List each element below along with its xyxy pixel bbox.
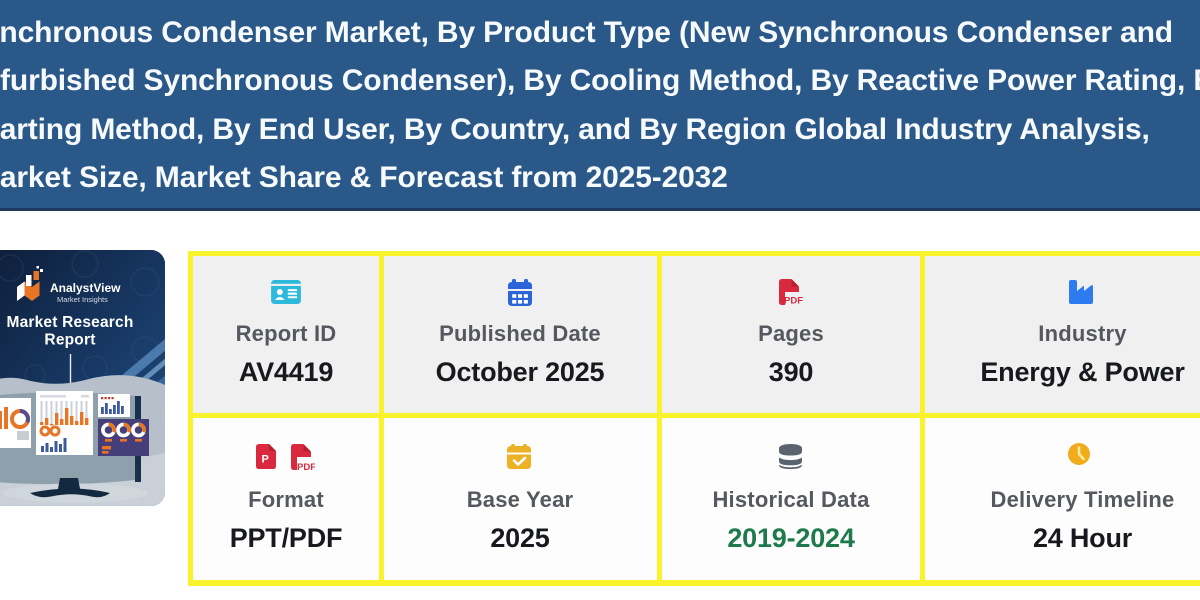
svg-text:P: P <box>262 454 269 466</box>
svg-text:Market Insights: Market Insights <box>57 295 108 304</box>
svg-text:Market Research: Market Research <box>6 314 133 331</box>
svg-text:Report: Report <box>44 332 95 349</box>
svg-text:AnalystView: AnalystView <box>50 281 121 295</box>
svg-text:PDF: PDF <box>297 462 315 473</box>
svg-text:PDF: PDF <box>784 296 803 306</box>
